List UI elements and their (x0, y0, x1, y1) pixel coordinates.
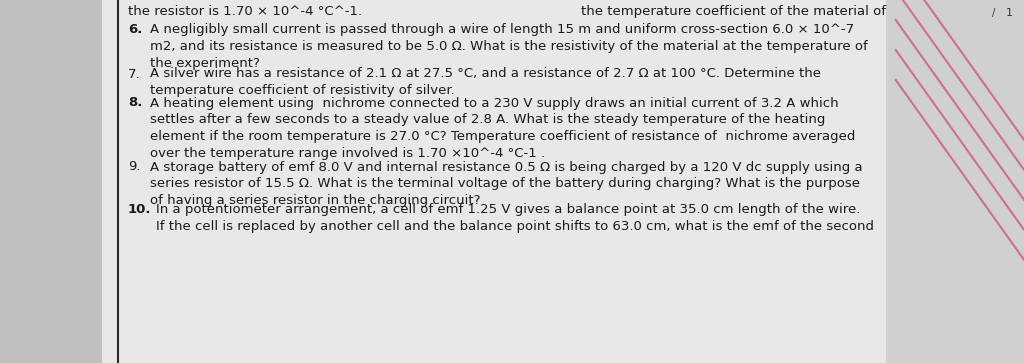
Text: the resistor is 1.70 × 10^-4 °C^-1.: the resistor is 1.70 × 10^-4 °C^-1. (128, 5, 362, 18)
Text: A silver wire has a resistance of 2.1 Ω at 27.5 °C, and a resistance of 2.7 Ω at: A silver wire has a resistance of 2.1 Ω … (150, 68, 821, 97)
Text: the temperature coefficient of the material of: the temperature coefficient of the mater… (581, 5, 886, 18)
Text: A negligibly small current is passed through a wire of length 15 m and uniform c: A negligibly small current is passed thr… (150, 23, 867, 70)
Text: 1: 1 (1006, 8, 1013, 18)
Bar (886, 0, 1024, 363)
Text: In a potentiometer arrangement, a cell of emf 1.25 V gives a balance point at 35: In a potentiometer arrangement, a cell o… (156, 203, 874, 233)
Text: 8.: 8. (128, 97, 142, 110)
Text: 10.: 10. (128, 203, 152, 216)
Text: A heating element using  nichrome connected to a 230 V supply draws an initial c: A heating element using nichrome connect… (150, 97, 855, 160)
Bar (0, 0, 102, 363)
Text: A storage battery of emf 8.0 V and internal resistance 0.5 Ω is being charged by: A storage battery of emf 8.0 V and inter… (150, 160, 862, 207)
Text: 7.: 7. (128, 68, 140, 81)
Text: 9.: 9. (128, 160, 140, 174)
Text: /: / (992, 8, 995, 18)
Bar (102, 0, 886, 363)
Text: 6.: 6. (128, 23, 142, 36)
